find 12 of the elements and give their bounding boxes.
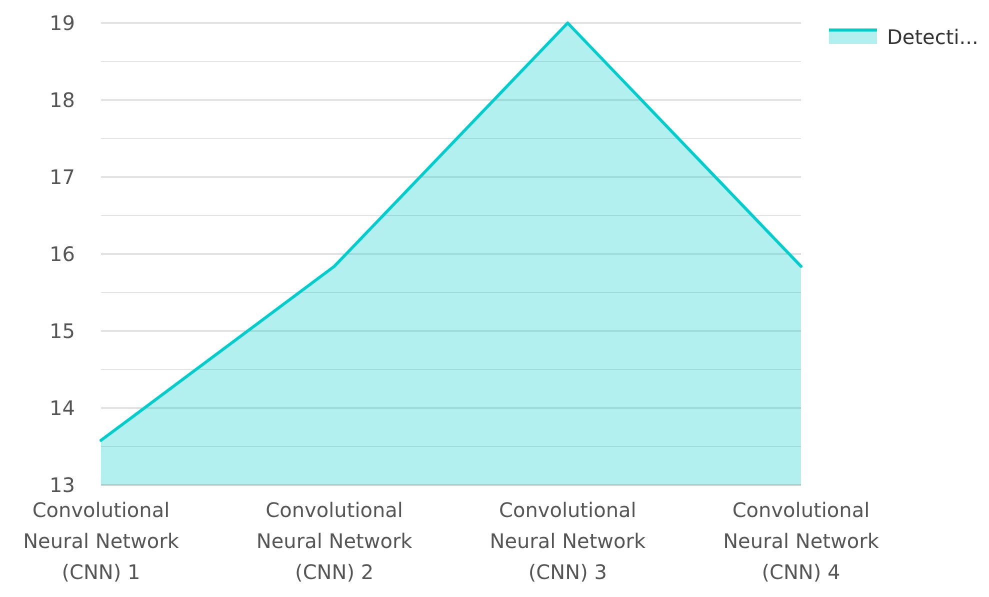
x-tick-label: Convolutional Neural Network (CNN) 4	[723, 498, 880, 584]
y-tick-label: 14	[50, 396, 75, 420]
y-tick-label: 16	[50, 242, 75, 266]
y-tick-label: 19	[50, 11, 75, 35]
x-tick-label: Convolutional Neural Network (CNN) 1	[23, 498, 180, 584]
y-tick-label: 15	[50, 319, 75, 343]
legend-label: Detecti...	[887, 25, 978, 49]
y-tick-label: 17	[50, 165, 75, 189]
y-tick-label: 18	[50, 88, 75, 112]
y-tick-label: 13	[50, 473, 75, 497]
x-tick-label: Convolutional Neural Network (CNN) 3	[490, 498, 646, 584]
x-tick-label: Convolutional Neural Network (CNN) 2	[256, 498, 413, 584]
